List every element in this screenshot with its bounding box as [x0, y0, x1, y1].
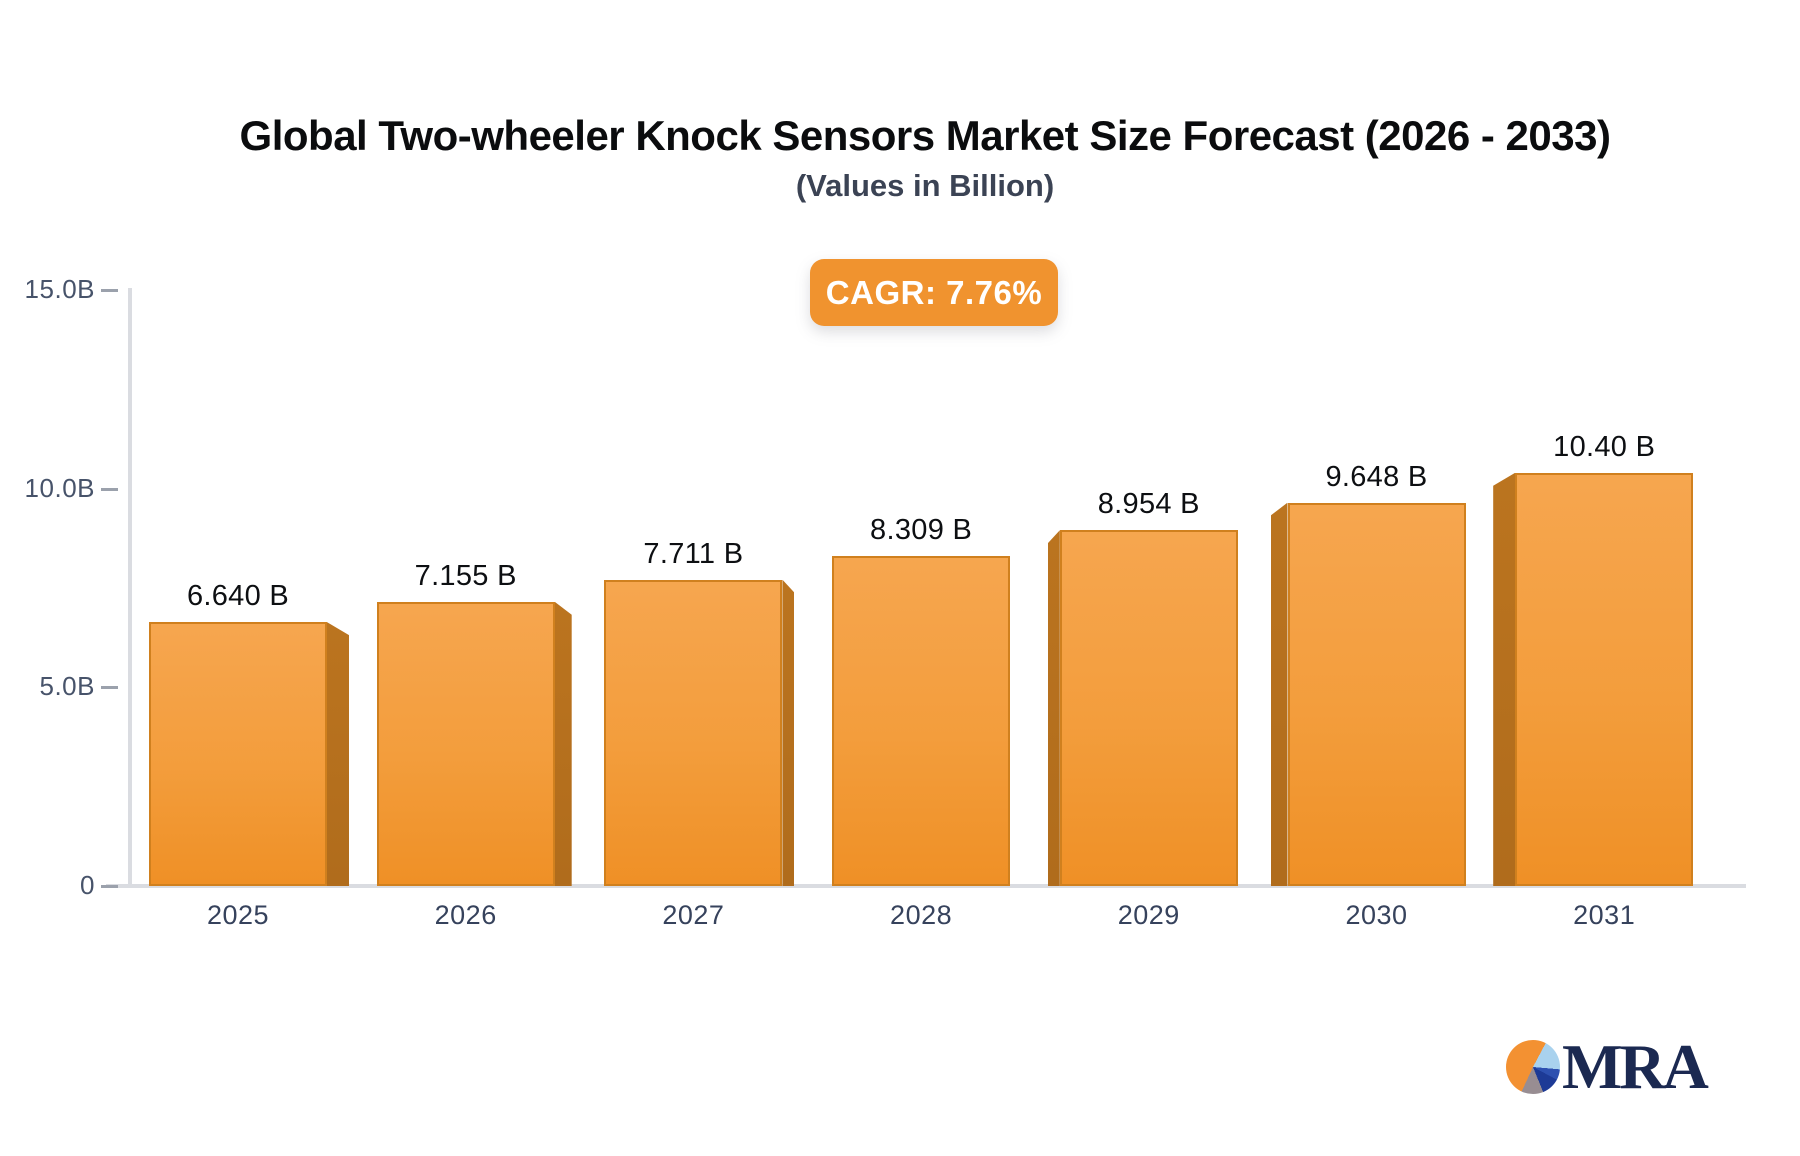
bar-value-label: 7.155 B: [414, 559, 517, 592]
bar-3d-side: [327, 622, 349, 886]
bar-3d-side: [782, 579, 795, 886]
bar-2029: [1059, 530, 1238, 886]
x-axis-tick-label: 2025: [206, 900, 270, 930]
bar-value-label: 8.309 B: [870, 513, 973, 546]
y-axis-tick-label: 15.0B: [24, 274, 95, 304]
bar-3d-side: [554, 601, 572, 886]
cagr-badge: CAGR: 7.76%: [810, 259, 1058, 326]
x-axis-tick-label: 2027: [662, 900, 725, 930]
bar-2028: [832, 555, 1011, 886]
bar-2031: [1515, 472, 1694, 886]
bar-value-label: 8.954 B: [1097, 488, 1200, 521]
bar-2025: [149, 622, 327, 886]
cagr-badge-label: CAGR: 7.76%: [825, 273, 1043, 311]
x-axis-tick-label: 2028: [890, 900, 953, 930]
y-axis-tick-label: 0: [80, 870, 95, 900]
bar-2030: [1287, 502, 1466, 886]
bar-2027: [604, 579, 783, 886]
bar-3d-side: [1270, 502, 1288, 886]
y-axis-tick-mark: [101, 487, 118, 491]
x-axis-tick-label: 2030: [1345, 900, 1408, 930]
x-axis-tick-label: 2026: [434, 900, 497, 930]
y-axis-tick-label: 10.0B: [24, 472, 95, 503]
bar-3d-side: [1047, 530, 1060, 886]
mra-logo: MRA: [1506, 1031, 1709, 1102]
chart-subtitle: (Values in Billion): [795, 168, 1055, 203]
logo-text: MRA: [1562, 1031, 1709, 1102]
bar-value-label: 7.711 B: [643, 537, 744, 570]
y-axis-tick-mark: [101, 686, 118, 690]
y-axis-tick-mark: [101, 885, 118, 888]
x-axis-tick-label: 2029: [1117, 900, 1180, 930]
x-axis-line: [106, 884, 1746, 888]
bar-2026: [376, 601, 555, 886]
y-axis-line: [128, 288, 132, 888]
x-axis-tick-label: 2031: [1573, 900, 1636, 930]
bar-value-label: 6.640 B: [186, 580, 290, 613]
pie-chart-logo-icon: [1506, 1040, 1560, 1094]
bar-value-label: 10.40 B: [1553, 430, 1656, 463]
y-axis-tick-label: 5.0B: [39, 671, 95, 702]
y-axis-tick-mark: [101, 289, 118, 292]
bar-3d-side: [1493, 472, 1516, 886]
chart-title: Global Two-wheeler Knock Sensors Market …: [239, 112, 1611, 159]
bar-value-label: 9.648 B: [1325, 460, 1428, 493]
